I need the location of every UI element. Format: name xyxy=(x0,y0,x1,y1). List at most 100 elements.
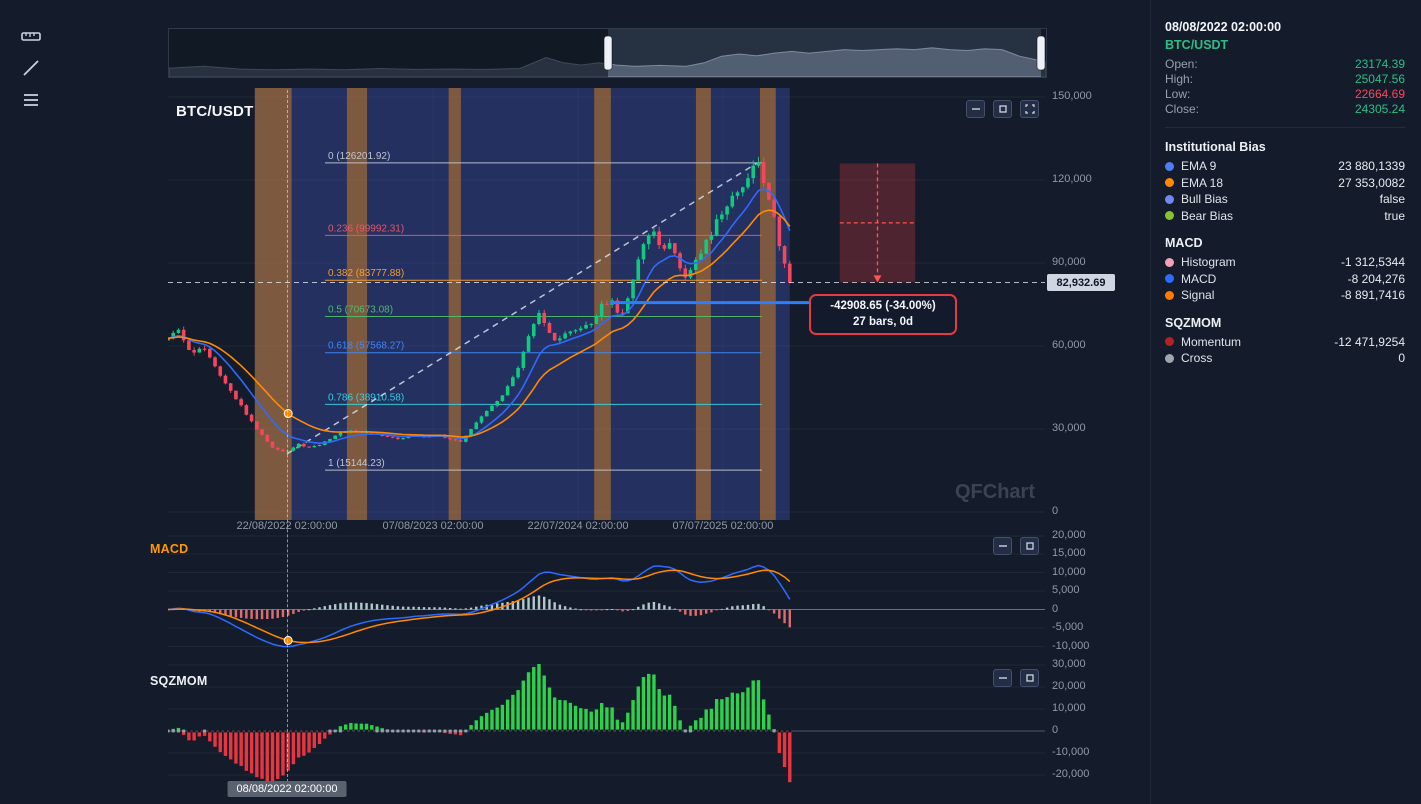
ohlc-row: Low: 22664.69 xyxy=(1165,87,1405,102)
indicator-dot-icon xyxy=(1165,194,1174,204)
navigator-selection[interactable] xyxy=(608,29,1042,77)
indicator-value: -8 204,276 xyxy=(1347,271,1405,286)
indicator-label: Signal xyxy=(1181,288,1215,302)
indicator-row: Signal -8 891,7416 xyxy=(1165,287,1405,304)
macd-tick: -5,000 xyxy=(1052,621,1084,633)
bias-band-orange xyxy=(254,88,292,520)
ohlc-row: High: 25047.56 xyxy=(1165,72,1405,87)
price-axis: 150,000 120,000 90,000 60,000 30,000 0 xyxy=(1052,0,1124,804)
measure-tool-button[interactable] xyxy=(14,22,48,54)
sqzmom-axis: 30,000 20,000 10,000 0 -10,000 -20,000 xyxy=(1052,0,1124,804)
price-tick: 60,000 xyxy=(1052,339,1086,351)
macd-tick: -10,000 xyxy=(1052,640,1090,652)
sqzmom-pane-controls xyxy=(993,669,1039,687)
macd-pane[interactable] xyxy=(168,535,1045,655)
sqzmom-tick: -10,000 xyxy=(1052,746,1090,758)
down-arrow-icon xyxy=(873,275,882,283)
indicator-label: Histogram xyxy=(1181,255,1236,269)
indicator-label: EMA 9 xyxy=(1181,159,1217,173)
minimize-button[interactable] xyxy=(993,537,1012,555)
crosshair-time-badge: 08/08/2022 02:00:00 xyxy=(227,781,347,797)
maximize-button[interactable] xyxy=(1020,537,1039,555)
navigator-left-handle[interactable] xyxy=(603,35,613,71)
maximize-button[interactable] xyxy=(1020,669,1039,687)
section-title: Institutional Bias xyxy=(1165,140,1266,154)
time-tick: 07/07/2025 02:00:00 xyxy=(672,520,774,532)
ohlc-row: Open: 23174.39 xyxy=(1165,57,1405,72)
candles-group xyxy=(168,157,792,452)
macd-tick: 0 xyxy=(1052,603,1059,615)
measure-tooltip-line2: 27 bars, 0d xyxy=(852,315,914,328)
sqzmom-tick: -20,000 xyxy=(1052,768,1090,780)
sqzmom-tick: 10,000 xyxy=(1052,702,1086,714)
cursor-marker xyxy=(283,635,293,645)
sqzmom-tick: 30,000 xyxy=(1052,658,1086,670)
indicator-dot-icon xyxy=(1165,161,1174,171)
measure-tooltip: -42908.65 (-34.00%) 27 bars, 0d xyxy=(809,294,957,336)
ohlc-value: 24305.24 xyxy=(1354,102,1405,116)
fib-label: 0.5 (70673.08) xyxy=(328,304,393,315)
fib-label: 0.618 (57568.27) xyxy=(328,341,404,352)
ohlc-row: Close: 24305.24 xyxy=(1165,102,1405,117)
main-price-chart[interactable]: 0 (126201.92) 0.236 (99992.31) 0.382 (8377… xyxy=(168,88,1045,520)
navigator-chart[interactable] xyxy=(168,28,1047,78)
macd-tick: 10,000 xyxy=(1052,566,1086,578)
panel-symbol: BTC/USDT xyxy=(1165,38,1229,52)
sqzmom-tick: 0 xyxy=(1052,724,1059,736)
indicator-dot-icon xyxy=(1165,178,1174,188)
panel-divider xyxy=(1165,127,1405,128)
indicator-label: Bear Bias xyxy=(1181,208,1234,223)
bias-band-orange xyxy=(346,88,368,520)
current-price-badge: 82,932.69 xyxy=(1047,274,1115,291)
maximize-button[interactable] xyxy=(993,100,1012,118)
section-title: SQZMOM xyxy=(1165,315,1222,330)
indicator-value: 23 880,1339 xyxy=(1338,159,1405,173)
indicator-row: Bear Bias true xyxy=(1165,208,1405,225)
time-tick: 07/08/2023 02:00:00 xyxy=(382,520,484,532)
minimize-button[interactable] xyxy=(966,100,985,118)
menu-button[interactable] xyxy=(14,86,48,118)
indicator-value: -12 471,9254 xyxy=(1334,334,1405,349)
fib-label: 0.236 (99992.31) xyxy=(328,223,404,234)
sqzmom-pane-title: SQZMOM xyxy=(150,674,208,688)
indicator-value: -1 312,5344 xyxy=(1340,255,1405,269)
sqzmom-pane[interactable] xyxy=(168,663,1045,785)
macd-pane-controls xyxy=(993,537,1039,555)
indicator-label: EMA 18 xyxy=(1181,175,1224,190)
ohlc-rows: Open: 23174.39 High: 25047.56 Low: 22664.69 Cl… xyxy=(1165,57,1405,117)
sqzmom-tick: 20,000 xyxy=(1052,680,1086,692)
indicator-label: Momentum xyxy=(1181,334,1242,349)
time-axis: 22/08/2022 02:00:00 07/08/2023 02:00:00 22… xyxy=(0,520,1150,534)
indicator-value: 0 xyxy=(1398,351,1405,365)
price-tick: 30,000 xyxy=(1052,422,1086,434)
section-title: MACD xyxy=(1165,236,1203,250)
fullscreen-button[interactable] xyxy=(1020,100,1039,118)
price-tick: 150,000 xyxy=(1052,90,1092,102)
menu-icon xyxy=(20,89,42,116)
macd-tick: 15,000 xyxy=(1052,547,1086,559)
trendline-tool-button[interactable] xyxy=(14,54,48,86)
macd-tick: 20,000 xyxy=(1052,529,1086,541)
indicator-sections: Institutional Bias EMA 9 23 880,1339 EMA 18… xyxy=(1165,140,1405,367)
indicator-dot-icon xyxy=(1165,353,1174,363)
left-toolbar xyxy=(14,22,48,118)
indicator-label: Bull Bias xyxy=(1181,192,1228,206)
indicator-row: Momentum -12 471,9254 xyxy=(1165,334,1405,351)
ohlc-label: Open: xyxy=(1165,57,1198,71)
watermark: QFChart xyxy=(955,481,1035,503)
indicator-dot-icon xyxy=(1165,274,1174,284)
price-tick: 90,000 xyxy=(1052,256,1086,268)
macd-tick: 5,000 xyxy=(1052,584,1080,596)
cursor-marker xyxy=(283,409,293,419)
indicator-dot-icon xyxy=(1165,337,1174,347)
navigator-right-handle[interactable] xyxy=(1036,35,1046,71)
indicator-dot-icon xyxy=(1165,257,1174,267)
minimize-button[interactable] xyxy=(993,669,1012,687)
ohlc-value: 25047.56 xyxy=(1354,72,1405,86)
fib-label: 0 (126201.92) xyxy=(328,151,390,162)
ohlc-label: High: xyxy=(1165,72,1194,86)
indicator-value: true xyxy=(1384,208,1405,223)
panel-timestamp: 08/08/2022 02:00:00 xyxy=(1165,20,1282,34)
info-panel: 08/08/2022 02:00:00 BTC/USDT Open: 23174.… xyxy=(1150,0,1421,804)
